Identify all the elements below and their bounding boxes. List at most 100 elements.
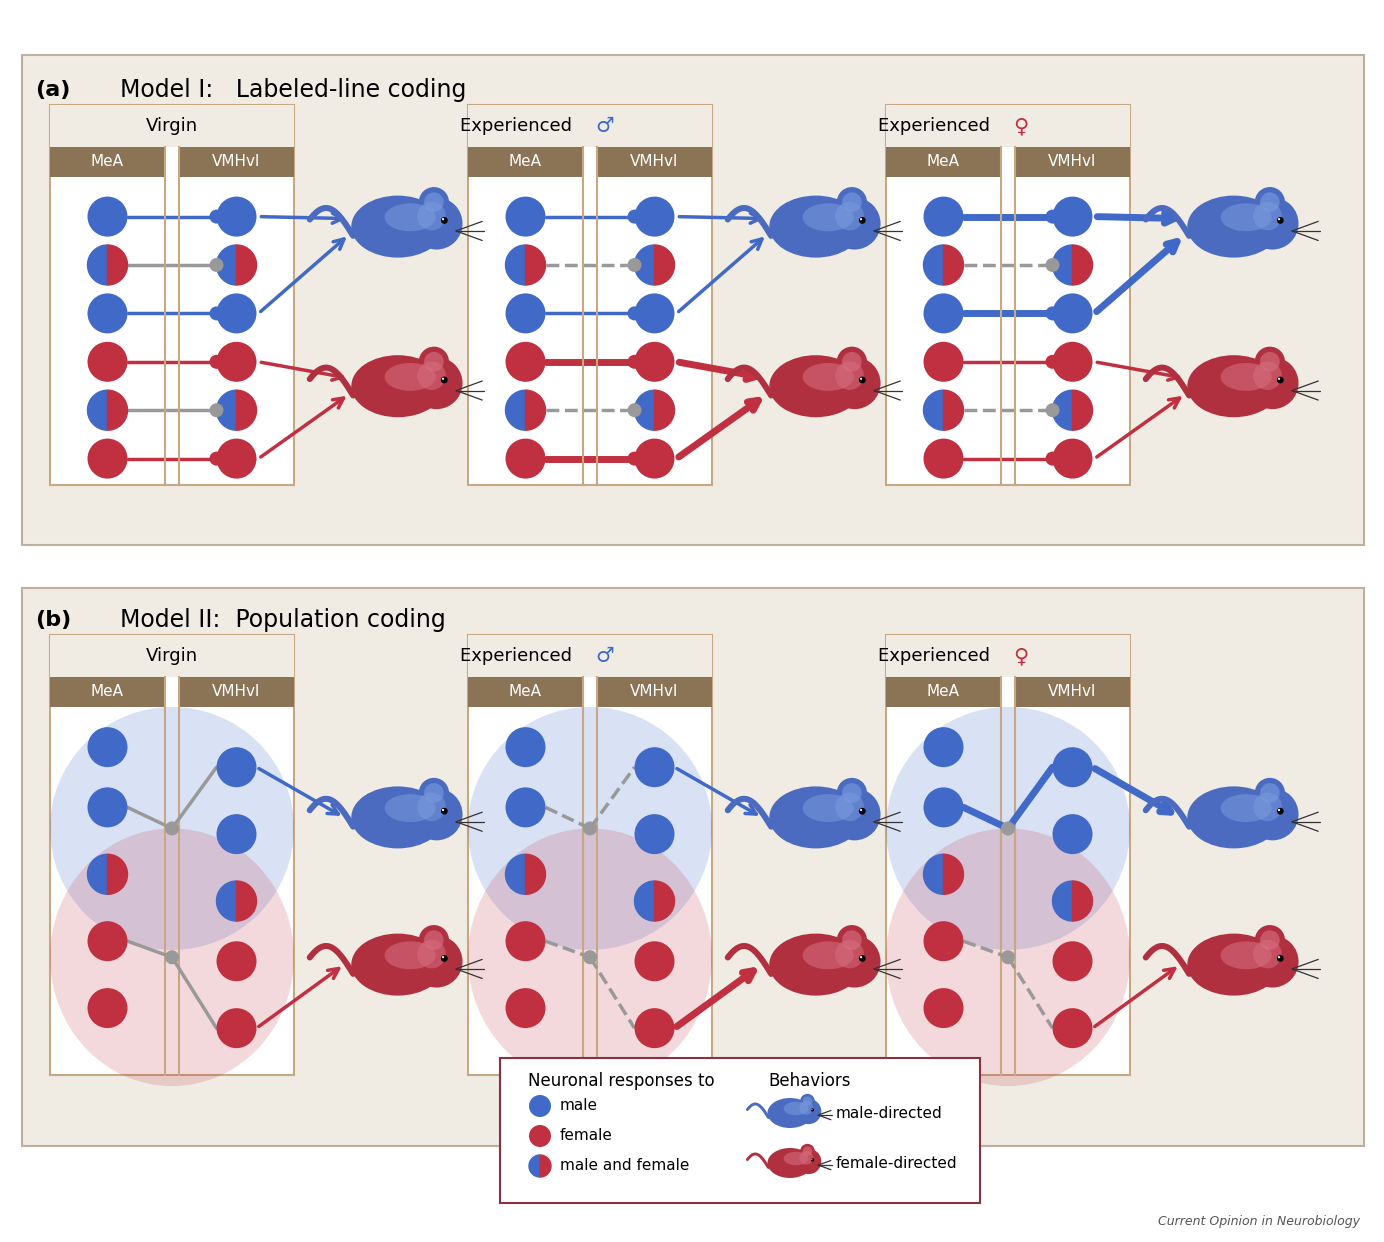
Ellipse shape [803,204,854,231]
Circle shape [411,789,462,841]
Polygon shape [505,390,526,430]
Ellipse shape [1282,961,1297,971]
Circle shape [209,355,223,369]
Circle shape [424,784,444,802]
Circle shape [424,930,444,950]
Circle shape [1052,1009,1092,1048]
Circle shape [87,196,127,236]
Circle shape [1247,197,1298,250]
Text: Current Opinion in Neurobiology: Current Opinion in Neurobiology [1158,1215,1360,1228]
Circle shape [417,940,446,969]
Polygon shape [216,245,237,284]
Polygon shape [923,390,944,430]
FancyBboxPatch shape [179,147,293,178]
Circle shape [1001,950,1014,964]
Ellipse shape [352,195,444,257]
Ellipse shape [1187,934,1280,996]
Polygon shape [526,245,545,284]
Text: Experienced: Experienced [461,117,579,135]
Circle shape [505,196,545,236]
Circle shape [800,1100,814,1115]
Ellipse shape [864,961,879,971]
FancyBboxPatch shape [583,677,597,707]
Ellipse shape [1187,355,1280,417]
Circle shape [583,950,597,964]
Circle shape [209,404,223,417]
Circle shape [841,351,862,371]
Ellipse shape [770,355,862,417]
Circle shape [411,197,462,250]
Circle shape [441,378,444,380]
FancyBboxPatch shape [468,635,711,1076]
Circle shape [505,922,545,961]
Circle shape [1277,809,1280,811]
Circle shape [505,989,545,1028]
Circle shape [216,438,256,478]
Circle shape [627,307,642,320]
Circle shape [1253,792,1282,821]
Circle shape [800,1151,814,1165]
Circle shape [796,1099,821,1124]
Ellipse shape [446,383,461,392]
Ellipse shape [468,707,711,950]
Circle shape [424,193,444,212]
Polygon shape [923,854,944,894]
Circle shape [796,1149,821,1174]
Circle shape [411,935,462,987]
Circle shape [1253,201,1282,230]
Text: female-directed: female-directed [836,1155,958,1170]
Polygon shape [1073,881,1092,922]
Polygon shape [1052,881,1073,922]
Text: VMHvl: VMHvl [630,684,678,699]
Text: MeA: MeA [509,154,543,169]
Polygon shape [529,1155,540,1177]
Circle shape [923,196,963,236]
Text: MeA: MeA [927,684,960,699]
Circle shape [417,361,446,390]
FancyBboxPatch shape [50,147,165,178]
Ellipse shape [446,815,461,825]
Ellipse shape [468,828,711,1086]
Ellipse shape [385,363,436,391]
FancyBboxPatch shape [468,147,583,178]
Circle shape [835,361,864,390]
Circle shape [419,777,448,809]
Circle shape [800,1144,815,1159]
Circle shape [216,1009,256,1048]
Circle shape [419,925,448,955]
Ellipse shape [814,1161,821,1166]
Text: Experienced: Experienced [879,647,996,664]
Circle shape [209,258,223,272]
Circle shape [216,941,256,981]
Circle shape [1052,814,1092,854]
Circle shape [1253,940,1282,969]
Circle shape [841,193,862,212]
Circle shape [859,809,862,811]
Circle shape [417,201,446,230]
Ellipse shape [1282,224,1297,233]
Circle shape [1052,748,1092,787]
Polygon shape [1052,390,1073,430]
Text: VMHvl: VMHvl [1048,684,1096,699]
Circle shape [216,814,256,854]
Text: VMHvl: VMHvl [212,684,260,699]
FancyBboxPatch shape [886,106,1129,147]
Circle shape [1001,821,1014,836]
Ellipse shape [864,224,879,233]
FancyBboxPatch shape [50,106,293,484]
Ellipse shape [783,1151,808,1165]
FancyBboxPatch shape [1001,677,1014,707]
Polygon shape [655,881,674,922]
Circle shape [87,922,127,961]
Circle shape [424,351,444,371]
Ellipse shape [1282,815,1297,825]
Polygon shape [87,854,108,894]
Circle shape [923,787,963,827]
Polygon shape [216,881,237,922]
Text: Neuronal responses to: Neuronal responses to [529,1072,714,1090]
Circle shape [505,787,545,827]
FancyBboxPatch shape [500,1058,980,1203]
Ellipse shape [1187,195,1280,257]
Polygon shape [87,245,108,284]
FancyBboxPatch shape [886,106,1129,484]
